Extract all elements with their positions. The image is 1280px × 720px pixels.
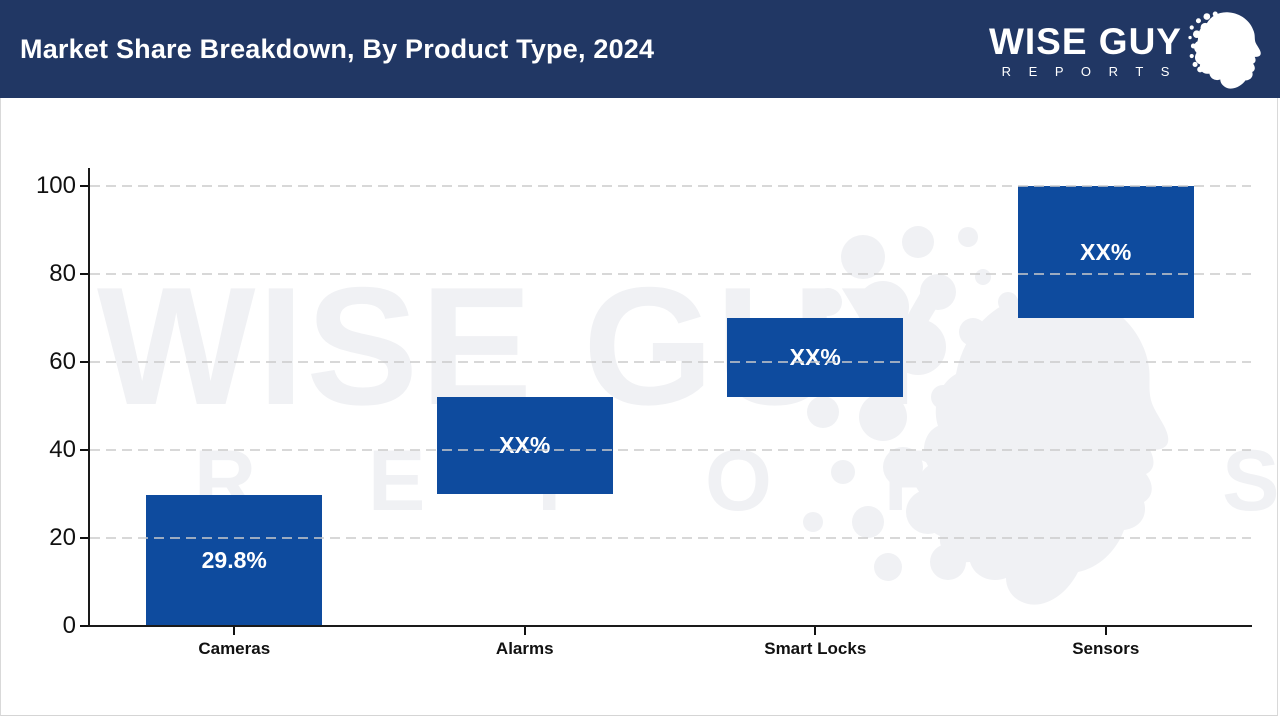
x-axis-line — [88, 625, 1252, 627]
y-tick-label: 100 — [35, 172, 76, 199]
gridline — [90, 361, 1251, 363]
x-axis-category-label: Sensors — [1072, 639, 1140, 658]
gridline — [90, 185, 1251, 187]
x-axis-category-label: Cameras — [198, 639, 271, 658]
bar-cameras: 29.8% — [146, 494, 323, 626]
y-tick-label: 40 — [49, 436, 76, 463]
x-axis-category-label: Smart Locks — [764, 639, 867, 658]
x-axis-category-label: Alarms — [495, 639, 554, 658]
x-tick-mark — [1104, 627, 1107, 635]
gridline — [90, 537, 1251, 539]
gridline — [90, 273, 1251, 275]
wiseguy-logo: WISE GUY R E P O R T S — [989, 8, 1270, 94]
logo-wordmark: WISE GUY — [988, 21, 1182, 62]
y-tick-mark — [80, 185, 88, 187]
figure-border — [0, 98, 1278, 716]
bar-smart-locks: XX% — [727, 318, 904, 398]
y-tick-label: 80 — [49, 260, 76, 287]
y-tick-mark — [80, 273, 88, 275]
x-tick-mark — [523, 627, 526, 635]
report-header: Market Share Breakdown, By Product Type,… — [0, 0, 1280, 98]
y-tick-mark — [80, 537, 88, 539]
y-tick-mark — [80, 449, 88, 451]
bar-value-label: XX% — [1080, 238, 1132, 265]
y-tick-label: 20 — [49, 524, 76, 551]
bar-value-label: 29.8% — [201, 546, 267, 573]
chart-title: Market Share Breakdown, By Product Type,… — [20, 33, 655, 64]
y-tick-mark — [80, 361, 88, 363]
y-axis-line — [88, 168, 90, 627]
y-tick-mark — [80, 625, 88, 627]
gridline — [90, 449, 1251, 451]
bar-sensors: XX% — [1017, 186, 1194, 318]
bar-value-label: XX% — [499, 432, 551, 459]
logo-subtitle: R E P O R T S — [1001, 64, 1177, 79]
y-tick-label: 0 — [62, 612, 76, 639]
bar-alarms: XX% — [436, 397, 613, 494]
bar-value-label: XX% — [789, 344, 841, 371]
wiseguy-logo-text: WISE GUY R E P O R T S — [989, 23, 1182, 79]
logo-head-icon — [1188, 11, 1261, 89]
y-tick-label: 60 — [49, 348, 76, 375]
x-tick-mark — [233, 627, 236, 635]
x-tick-mark — [814, 627, 817, 635]
